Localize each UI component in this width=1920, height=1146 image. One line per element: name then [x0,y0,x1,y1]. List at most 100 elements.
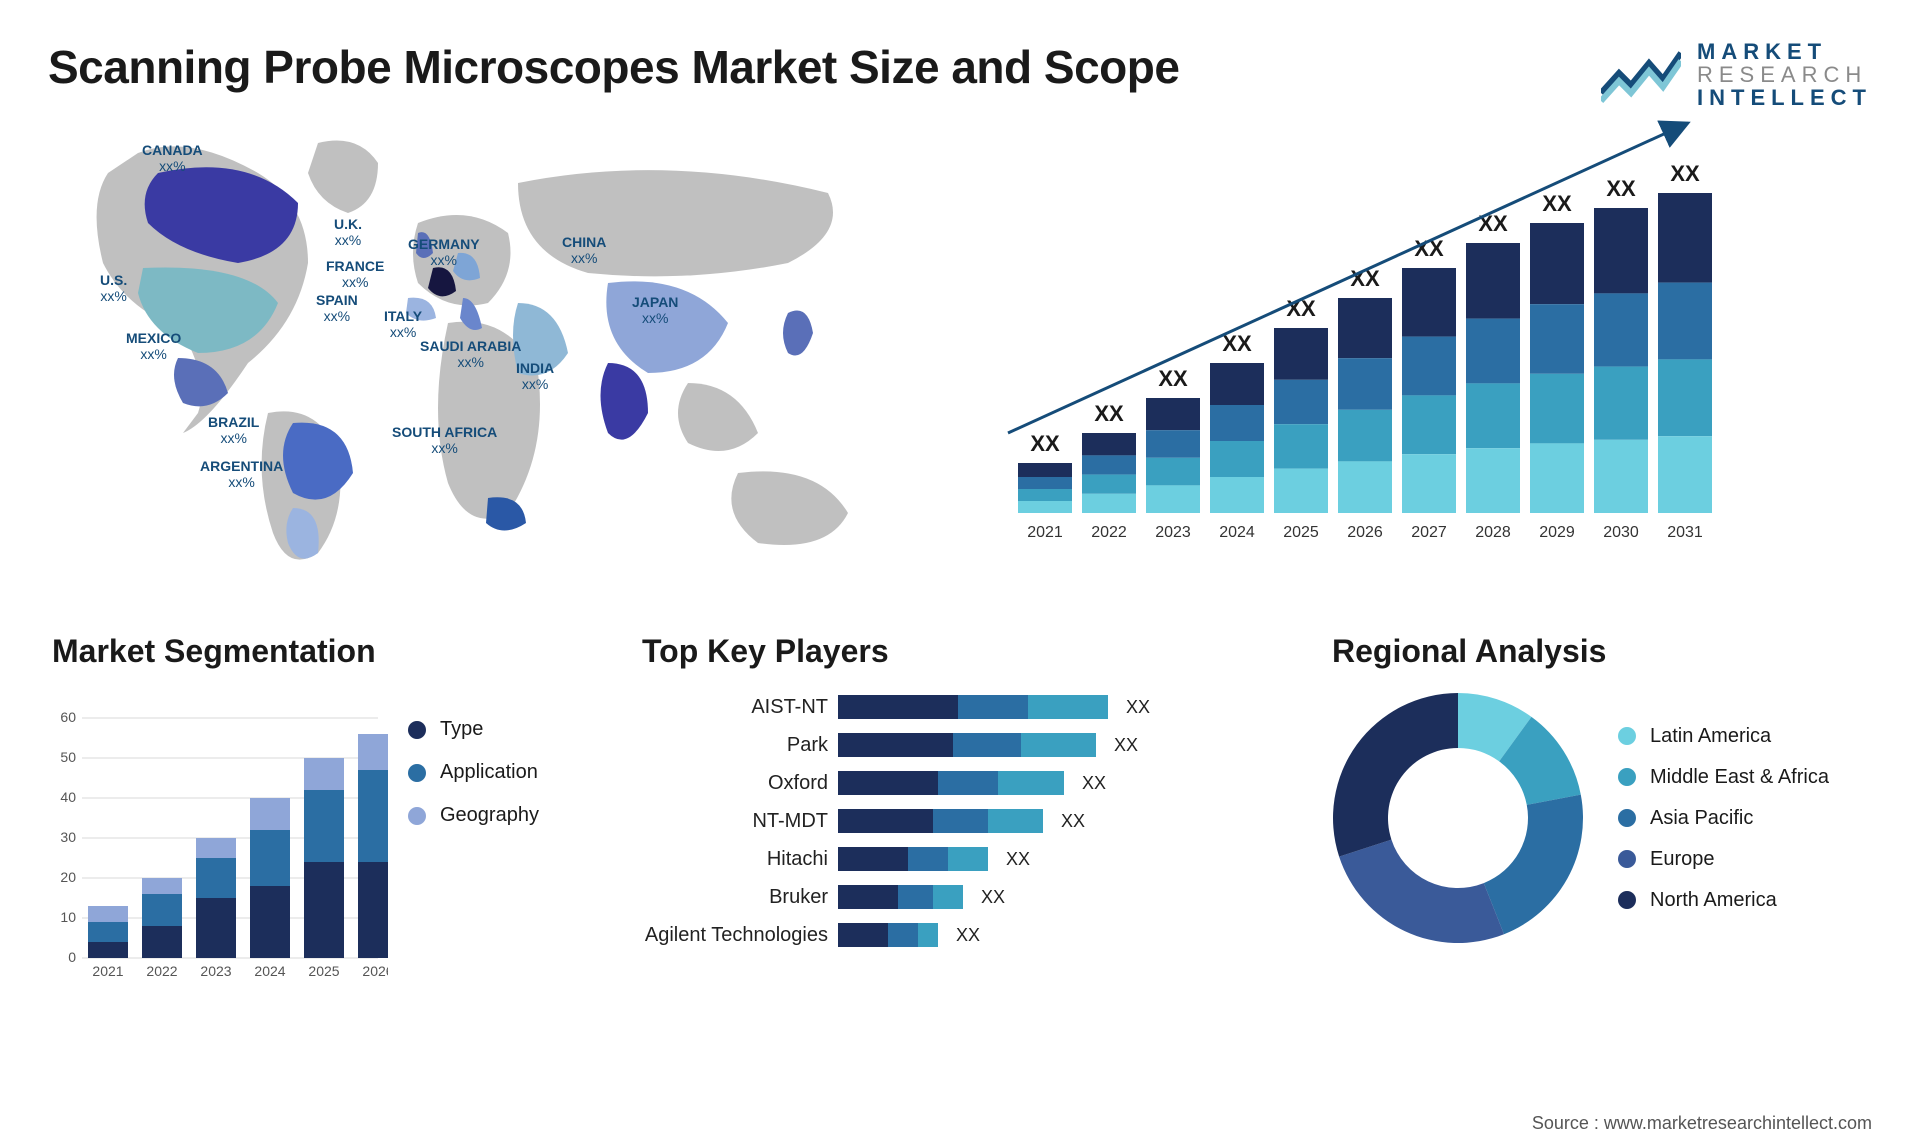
player-bar [838,809,1043,833]
player-value: XX [956,925,980,946]
country-label: JAPANxx% [632,295,678,326]
player-label: AIST-NT [638,696,828,719]
legend-item: Geography [408,804,539,827]
player-label: Bruker [638,886,828,909]
country-label: CHINAxx% [562,235,606,266]
segmentation-chart: 0 10 20 30 40 50 60 2021 2022 2023 2024 2025 2026 [48,688,388,988]
player-bar [838,885,963,909]
player-bar [838,733,1096,757]
player-row: Park XX [638,726,1298,764]
svg-text:2028: 2028 [1475,524,1511,541]
svg-text:2025: 2025 [1283,524,1319,541]
svg-text:2025: 2025 [308,963,339,979]
legend-item: North America [1618,889,1829,912]
brand-logo: MARKET RESEARCH INTELLECT [1601,40,1872,109]
player-bar [838,695,1108,719]
regional-donut-chart [1328,688,1588,948]
svg-text:XX: XX [1158,366,1188,391]
svg-text:30: 30 [60,829,76,845]
logo-line2: RESEARCH [1697,63,1872,86]
svg-text:2031: 2031 [1667,524,1703,541]
country-label: SPAINxx% [316,293,358,324]
svg-text:XX: XX [1478,211,1508,236]
player-row: Agilent Technologies XX [638,916,1298,954]
country-label: MEXICOxx% [126,331,181,362]
country-label: ARGENTINAxx% [200,459,283,490]
svg-text:10: 10 [60,909,76,925]
source-text: Source : www.marketresearchintellect.com [1532,1113,1872,1134]
svg-text:2027: 2027 [1411,524,1447,541]
legend-item: Application [408,761,539,784]
key-players-panel: Top Key Players AIST-NTXXParkXXOxfordXXN… [638,633,1298,1013]
regional-panel: Regional Analysis Latin America Middle Ea… [1328,633,1872,1013]
svg-text:XX: XX [1670,161,1700,186]
segmentation-legend: Type Application Geography [408,688,539,988]
player-bar [838,771,1064,795]
player-value: XX [1114,735,1138,756]
player-value: XX [1061,811,1085,832]
page-title: Scanning Probe Microscopes Market Size a… [48,40,1179,94]
svg-text:2029: 2029 [1539,524,1575,541]
svg-text:40: 40 [60,789,76,805]
regional-legend: Latin America Middle East & Africa Asia Pa… [1618,725,1829,912]
logo-line1: MARKET [1697,40,1872,63]
segmentation-title: Market Segmentation [52,633,608,670]
country-label: FRANCExx% [326,259,384,290]
market-growth-chart: 2021 XX 2022 XX 2023 XX 2024 XX 2025 XX 2026 XX 2027… [988,113,1872,573]
player-bar [838,847,988,871]
svg-text:XX: XX [1542,191,1572,216]
player-row: Hitachi XX [638,840,1298,878]
logo-line3: INTELLECT [1697,86,1872,109]
country-label: SOUTH AFRICAxx% [392,425,497,456]
legend-item: Europe [1618,848,1829,871]
country-label: CANADAxx% [142,143,203,174]
player-value: XX [1006,849,1030,870]
world-map: CANADAxx%U.S.xx%MEXICOxx%BRAZILxx%ARGENT… [48,113,948,573]
svg-text:2022: 2022 [146,963,177,979]
svg-text:2030: 2030 [1603,524,1639,541]
svg-text:XX: XX [1606,176,1636,201]
svg-text:2022: 2022 [1091,524,1127,541]
legend-item: Latin America [1618,725,1829,748]
country-label: SAUDI ARABIAxx% [420,339,521,370]
svg-text:2021: 2021 [1027,524,1063,541]
player-row: NT-MDT XX [638,802,1298,840]
player-row: Oxford XX [638,764,1298,802]
player-row: AIST-NT XX [638,688,1298,726]
country-label: INDIAxx% [516,361,554,392]
svg-text:2021: 2021 [92,963,123,979]
svg-text:2024: 2024 [1219,524,1255,541]
legend-item: Asia Pacific [1618,807,1829,830]
player-label: Agilent Technologies [638,924,828,947]
svg-text:2024: 2024 [254,963,285,979]
svg-text:20: 20 [60,869,76,885]
segmentation-panel: Market Segmentation 0 10 20 30 40 50 60 2021 202… [48,633,608,1013]
player-label: Oxford [638,772,828,795]
player-label: NT-MDT [638,810,828,833]
svg-text:2026: 2026 [1347,524,1383,541]
player-value: XX [1082,773,1106,794]
player-label: Hitachi [638,848,828,871]
key-players-title: Top Key Players [642,633,1298,670]
logo-mark-icon [1601,45,1681,105]
country-label: GERMANYxx% [408,237,480,268]
svg-text:0: 0 [68,949,76,965]
svg-text:50: 50 [60,749,76,765]
svg-text:2026: 2026 [362,963,388,979]
player-value: XX [1126,697,1150,718]
svg-text:2023: 2023 [1155,524,1191,541]
svg-text:60: 60 [60,709,76,725]
legend-item: Type [408,718,539,741]
player-value: XX [981,887,1005,908]
country-label: ITALYxx% [384,309,422,340]
svg-text:XX: XX [1094,401,1124,426]
regional-title: Regional Analysis [1332,633,1872,670]
player-bar [838,923,938,947]
country-label: U.K.xx% [334,217,362,248]
svg-text:2023: 2023 [200,963,231,979]
svg-text:XX: XX [1030,431,1060,456]
country-label: BRAZILxx% [208,415,259,446]
player-label: Park [638,734,828,757]
legend-item: Middle East & Africa [1618,766,1829,789]
player-row: Bruker XX [638,878,1298,916]
